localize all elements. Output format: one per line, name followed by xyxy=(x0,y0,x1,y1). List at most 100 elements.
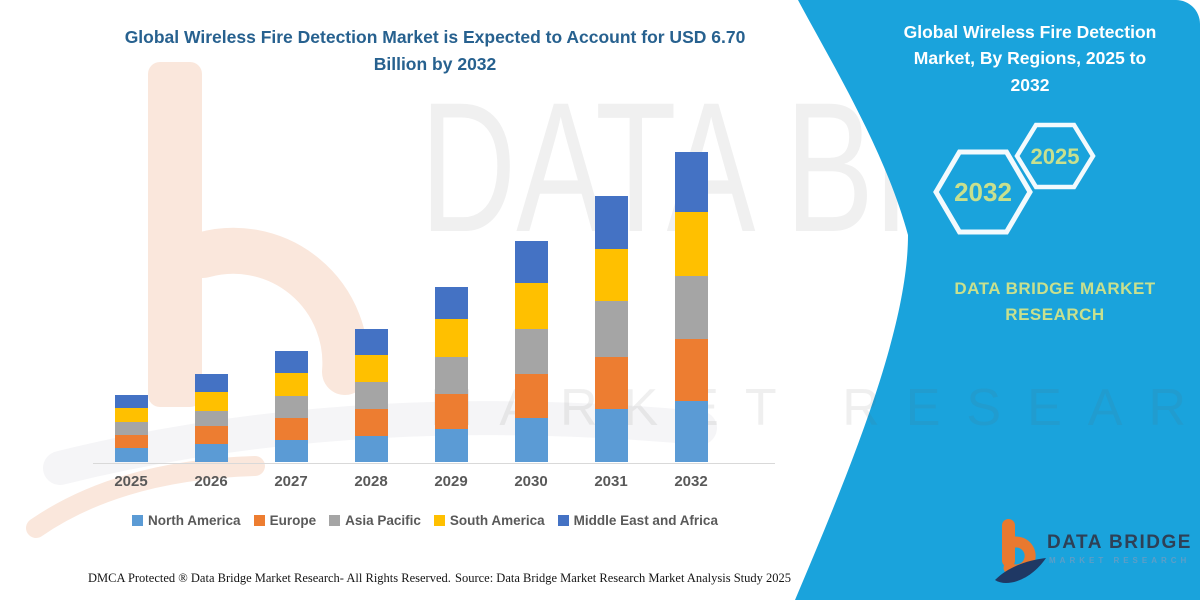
x-axis-line xyxy=(93,463,775,464)
bar-segment-2027-asia-pacific xyxy=(274,396,308,419)
legend-swatch-middle-east-and-africa xyxy=(557,515,569,526)
bar-column-2028: 2028 xyxy=(331,133,411,499)
logo-name-text: DATA BRIDGE xyxy=(1047,532,1192,553)
bar-segment-2030-south-america xyxy=(514,282,548,329)
side-panel-background xyxy=(795,0,1200,600)
bar-segment-2027-north-america xyxy=(274,439,308,462)
bar-segment-2029-middle-east-and-africa xyxy=(434,286,468,320)
bar-segment-2025-middle-east-and-africa xyxy=(114,395,148,408)
bar-segment-2026-europe xyxy=(194,426,228,444)
bar-segment-2028-north-america xyxy=(354,436,388,462)
bar-column-2026: 2026 xyxy=(171,133,251,499)
x-axis-label-2030: 2030 xyxy=(514,473,548,490)
legend: North America Europe Asia Pacific South Ame… xyxy=(80,513,770,528)
databridge-logo: DATA BRIDGE MARKET RESEARCH xyxy=(993,516,1190,586)
watermark-b-stem xyxy=(148,62,202,407)
stacked-bar-chart: 2025 2026 2027 2028 2029 2030 2031 2032 xyxy=(91,133,731,499)
x-axis-label-2026: 2026 xyxy=(194,473,228,490)
bar-segment-2032-middle-east-and-africa xyxy=(674,152,708,212)
hexagon-2032 xyxy=(933,149,1033,235)
logo-subtitle-text: MARKET RESEARCH xyxy=(1049,556,1191,565)
legend-swatch-europe xyxy=(253,515,265,526)
bar-stack-2026 xyxy=(194,373,228,462)
legend-label-europe: Europe xyxy=(269,513,317,528)
bar-segment-2031-south-america xyxy=(594,248,628,302)
watermark-text-market-research: MARKET RESEARCH xyxy=(430,379,1200,437)
bar-stack-2027 xyxy=(274,351,308,462)
x-axis-label-2031: 2031 xyxy=(594,473,628,490)
bar-segment-2026-asia-pacific xyxy=(194,410,228,427)
legend-item-north-america: North America xyxy=(132,513,241,528)
bar-segment-2030-middle-east-and-africa xyxy=(514,240,548,283)
bar-segment-2025-south-america xyxy=(114,407,148,423)
databridge-logo-icon xyxy=(995,519,1046,584)
bar-segment-2031-europe xyxy=(594,356,628,410)
x-axis-label-2029: 2029 xyxy=(434,473,468,490)
bar-segment-2027-middle-east-and-africa xyxy=(274,351,308,374)
bar-segment-2026-north-america xyxy=(194,443,228,462)
bar-segment-2028-europe xyxy=(354,409,388,437)
bar-segment-2032-south-america xyxy=(674,211,708,277)
bar-segment-2025-asia-pacific xyxy=(114,422,148,435)
legend-item-south-america: South America xyxy=(433,513,545,528)
rounded-corner-top-right xyxy=(1176,0,1200,24)
bar-segment-2030-north-america xyxy=(514,418,548,462)
bar-segment-2029-asia-pacific xyxy=(434,356,468,395)
x-axis-label-2027: 2027 xyxy=(274,473,308,490)
bar-stack-2030 xyxy=(514,240,548,462)
bar-segment-2027-europe xyxy=(274,418,308,440)
bar-segment-2026-middle-east-and-africa xyxy=(194,373,228,393)
footer-dmca-text: DMCA Protected ® Data Bridge Market Rese… xyxy=(88,571,451,585)
bar-segment-2026-south-america xyxy=(194,392,228,411)
bar-stack-2029 xyxy=(434,286,468,462)
bar-stack-2025 xyxy=(114,395,148,462)
legend-label-south-america: South America xyxy=(449,513,545,528)
legend-item-europe: Europe xyxy=(253,513,317,528)
bar-column-2025: 2025 xyxy=(91,133,171,499)
bar-segment-2032-europe xyxy=(674,338,708,402)
bar-column-2030: 2030 xyxy=(491,133,571,499)
bar-segment-2029-south-america xyxy=(434,319,468,357)
logo-b-stem xyxy=(1002,519,1015,567)
bar-segment-2025-north-america xyxy=(114,448,148,462)
x-axis-label-2032: 2032 xyxy=(674,473,708,490)
legend-item-middle-east-and-africa: Middle East and Africa xyxy=(557,513,718,528)
bar-column-2027: 2027 xyxy=(251,133,331,499)
side-panel-brand-text: DATA BRIDGE MARKET RESEARCH xyxy=(954,279,1156,325)
footer-source-text: Source: Data Bridge Market Research Mark… xyxy=(455,571,792,585)
bar-segment-2029-north-america xyxy=(434,428,468,462)
watermark-swoosh-peach xyxy=(26,456,265,538)
bar-segment-2027-south-america xyxy=(274,373,308,397)
legend-label-middle-east-and-africa: Middle East and Africa xyxy=(573,513,718,528)
legend-label-north-america: North America xyxy=(148,513,241,528)
legend-item-asia-pacific: Asia Pacific xyxy=(329,513,421,528)
bar-segment-2028-middle-east-and-africa xyxy=(354,328,388,355)
bar-segment-2028-south-america xyxy=(354,354,388,383)
hexagon-2032-label: 2032 xyxy=(954,177,1012,207)
bar-column-2029: 2029 xyxy=(411,133,491,499)
bar-column-2031: 2031 xyxy=(571,133,651,499)
x-axis-label-2025: 2025 xyxy=(114,473,148,490)
chart-title: Global Wireless Fire Detection Market is… xyxy=(124,27,746,75)
bar-segment-2032-north-america xyxy=(674,401,708,462)
hexagon-2025 xyxy=(1014,122,1096,190)
legend-swatch-south-america xyxy=(433,515,445,526)
bar-segment-2031-asia-pacific xyxy=(594,301,628,357)
legend-label-asia-pacific: Asia Pacific xyxy=(345,513,421,528)
hexagon-2025-label: 2025 xyxy=(1031,144,1080,169)
watermark-b-bowl xyxy=(180,227,369,395)
bar-stack-2028 xyxy=(354,328,388,462)
bar-column-2032: 2032 xyxy=(651,133,731,499)
bar-stack-2031 xyxy=(594,196,628,462)
bar-segment-2030-asia-pacific xyxy=(514,328,548,374)
bar-segment-2030-europe xyxy=(514,373,548,418)
bar-segment-2031-north-america xyxy=(594,409,628,462)
legend-swatch-asia-pacific xyxy=(329,515,341,526)
bar-segment-2031-middle-east-and-africa xyxy=(594,196,628,249)
bar-segment-2032-asia-pacific xyxy=(674,276,708,339)
legend-swatch-north-america xyxy=(132,515,144,526)
side-panel-title: Global Wireless Fire Detection Market, B… xyxy=(903,22,1157,95)
